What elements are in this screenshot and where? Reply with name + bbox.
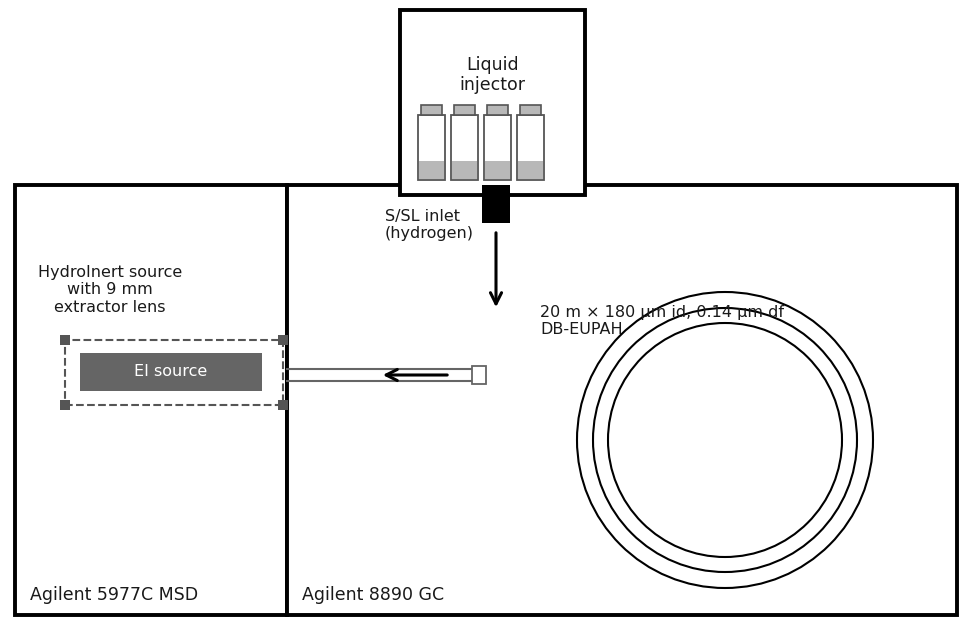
Bar (287, 185, 957, 615)
Text: S/SL inlet
(hydrogen): S/SL inlet (hydrogen) (385, 209, 474, 241)
Text: HydroInert source
with 9 mm
extractor lens: HydroInert source with 9 mm extractor le… (38, 265, 183, 315)
Bar (80, 353, 262, 391)
Bar (487, 105, 508, 115)
Text: EI source: EI source (135, 364, 208, 380)
Bar (400, 10, 585, 195)
Bar (278, 335, 288, 345)
Bar (452, 161, 477, 179)
Bar (419, 161, 444, 179)
Bar (518, 161, 543, 179)
Text: 20 m × 180 μm id, 0.14 μm df
DB-EUPAH: 20 m × 180 μm id, 0.14 μm df DB-EUPAH (540, 305, 784, 338)
Bar (482, 185, 510, 223)
Text: Liquid
injector: Liquid injector (460, 56, 525, 94)
Bar (418, 115, 445, 180)
Bar (485, 161, 510, 179)
Bar (520, 105, 541, 115)
Text: Agilent 8890 GC: Agilent 8890 GC (302, 586, 444, 604)
Bar (454, 105, 475, 115)
Bar (421, 105, 442, 115)
Bar (472, 366, 486, 384)
Bar (65, 340, 283, 405)
Bar (517, 115, 544, 180)
Bar (451, 115, 478, 180)
Bar (484, 115, 511, 180)
Bar (60, 335, 70, 345)
Bar (278, 400, 288, 410)
Bar (60, 400, 70, 410)
Bar (15, 185, 287, 615)
Text: Agilent 5977C MSD: Agilent 5977C MSD (30, 586, 198, 604)
